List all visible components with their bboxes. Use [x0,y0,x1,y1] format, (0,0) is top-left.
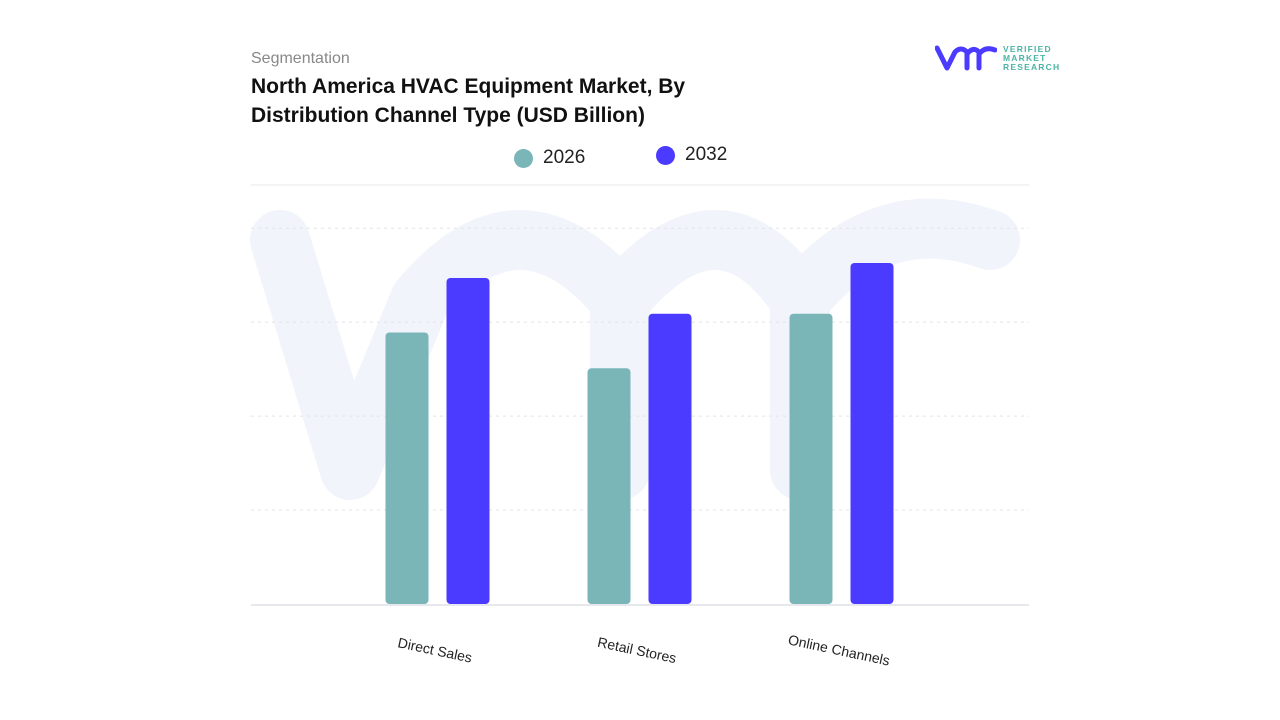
legend-label-2032: 2032 [685,144,728,165]
bar-2032-online-channels [850,262,894,604]
logo-text-3: RESEARCH [1003,61,1061,72]
legend: 2026 2032 [0,144,1280,170]
bar-2026-direct-sales [385,332,429,604]
bar-2032-direct-sales [446,278,490,604]
bar-2032-retail-stores [648,313,692,604]
legend-label-2026: 2026 [543,147,586,168]
x-tick-label: Direct Sales [396,634,473,665]
x-tick-label: Online Channels [787,631,892,668]
legend-item-2026: 2026 [514,147,585,169]
logo-text-2: MARKET [1003,52,1047,63]
legend-item-2032: 2032 [656,144,727,166]
bar-2026-online-channels [789,313,833,604]
watermark-logo [250,198,1020,500]
logo-text-1: VERIFIED [1003,43,1052,54]
chart-title: North America HVAC Equipment Market, By … [251,75,686,127]
legend-swatch-2026 [514,148,533,168]
legend-swatch-2032 [656,145,675,165]
vmr-logo-icon [935,45,997,71]
x-tick-label: Retail Stores [596,634,678,666]
vmr-logo: VERIFIED MARKET RESEARCH [935,44,1060,72]
segment-label: Segmentation [251,50,350,67]
bar-2026-retail-stores [587,368,631,604]
